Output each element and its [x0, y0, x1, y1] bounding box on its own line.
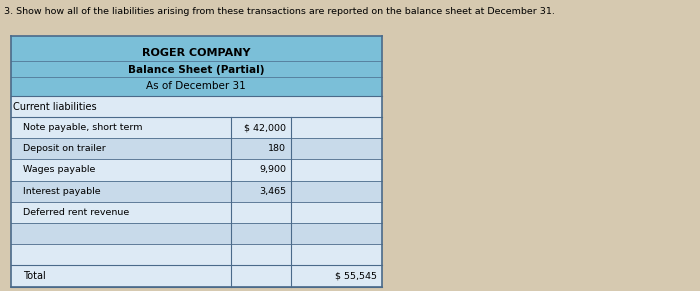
Text: Note payable, short term: Note payable, short term — [23, 123, 143, 132]
Text: Balance Sheet (Partial): Balance Sheet (Partial) — [128, 65, 265, 75]
Text: As of December 31: As of December 31 — [146, 81, 246, 91]
Text: 180: 180 — [268, 144, 286, 153]
Text: Deferred rent revenue: Deferred rent revenue — [23, 208, 130, 217]
Text: $ 42,000: $ 42,000 — [244, 123, 286, 132]
Text: Total: Total — [23, 271, 46, 281]
Text: 9,900: 9,900 — [260, 166, 286, 175]
Text: 3,465: 3,465 — [259, 187, 286, 196]
Text: Deposit on trailer: Deposit on trailer — [23, 144, 106, 153]
Text: ROGER COMPANY: ROGER COMPANY — [142, 48, 251, 58]
Text: Current liabilities: Current liabilities — [13, 102, 96, 111]
Text: Wages payable: Wages payable — [23, 166, 95, 175]
Text: 3. Show how all of the liabilities arising from these transactions are reported : 3. Show how all of the liabilities arisi… — [4, 7, 554, 16]
Text: $ 55,545: $ 55,545 — [335, 272, 377, 281]
Text: Interest payable: Interest payable — [23, 187, 101, 196]
